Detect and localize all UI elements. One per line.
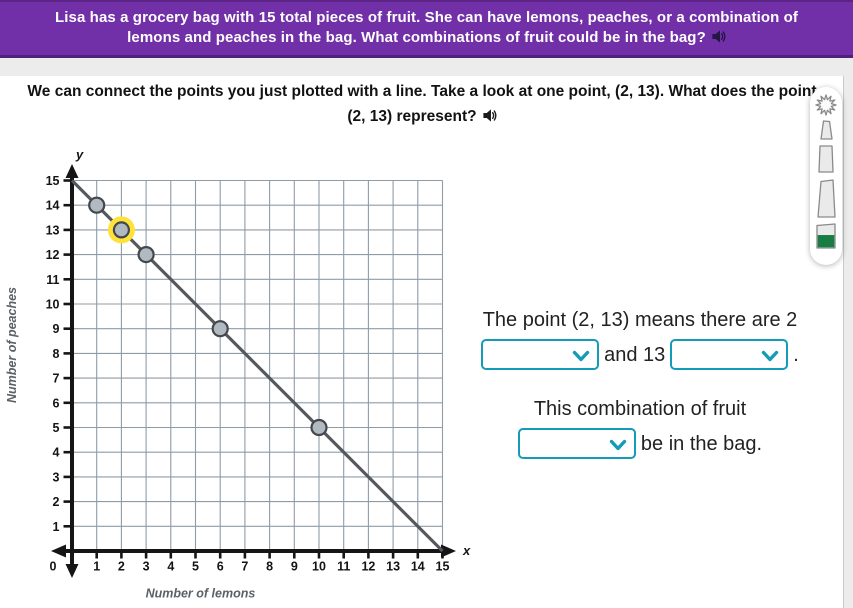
svg-text:10: 10 [312,560,326,574]
svg-text:2: 2 [118,560,125,574]
chevron-down-icon [762,350,779,362]
could-would-dropdown[interactable] [517,428,636,459]
sentence1-row: and 13 . [481,339,799,370]
svg-text:9: 9 [53,322,60,336]
svg-text:15: 15 [436,560,450,574]
question-text-block: We can connect the points you just plott… [22,80,822,132]
sentence1-lead: The point (2, 13) means there are 2 [482,309,798,331]
svg-text:4: 4 [53,446,60,460]
svg-text:15: 15 [46,174,60,188]
svg-text:Number of lemons: Number of lemons [146,587,256,601]
svg-text:5: 5 [53,421,60,435]
svg-text:6: 6 [53,396,60,410]
svg-text:13: 13 [386,560,400,574]
tower-piece-1 [819,120,833,140]
svg-text:8: 8 [266,560,273,574]
svg-text:13: 13 [46,223,60,237]
svg-text:3: 3 [143,560,150,574]
chevron-down-icon [572,350,590,362]
svg-text:14: 14 [411,560,425,574]
svg-text:3: 3 [53,470,60,484]
problem-banner: Lisa has a grocery bag with 15 total pie… [0,0,853,58]
svg-text:6: 6 [217,560,224,574]
chevron-down-icon [609,439,627,451]
sentence2-tail: be in the bag. [640,432,763,455]
sentence1-period: . [793,343,799,366]
fruit-type-dropdown-2[interactable] [670,339,789,370]
svg-text:1: 1 [53,520,60,534]
svg-text:Number of peaches: Number of peaches [5,287,19,403]
svg-text:7: 7 [241,560,248,574]
sun-burst-icon [815,94,837,116]
svg-text:11: 11 [46,273,59,287]
tower-piece-2 [818,145,834,173]
svg-text:14: 14 [46,199,60,213]
problem-text: Lisa has a grocery bag with 15 total pie… [31,8,823,49]
svg-text:10: 10 [46,298,60,312]
svg-text:11: 11 [337,560,350,574]
svg-text:5: 5 [192,560,199,574]
question-text: We can connect the points you just plott… [27,83,817,125]
svg-text:x: x [462,543,471,558]
speaker-icon[interactable] [482,107,497,132]
problem-prompt: Lisa has a grocery bag with 15 total pie… [55,9,798,46]
page-edge-strip [845,58,853,608]
svg-text:7: 7 [53,372,60,386]
tower-piece-3 [816,179,836,218]
svg-text:8: 8 [53,347,60,361]
fruit-type-dropdown-1[interactable] [481,339,600,370]
progress-tower-pill[interactable] [810,87,842,265]
svg-text:y: y [75,147,84,162]
answer-area: The point (2, 13) means there are 2 and … [478,308,802,459]
svg-text:0: 0 [50,560,57,574]
svg-text:4: 4 [167,560,174,574]
svg-text:2: 2 [53,495,60,509]
tower-piece-4 [816,223,836,249]
speaker-icon[interactable] [711,29,726,50]
svg-text:9: 9 [291,560,298,574]
svg-text:12: 12 [361,560,375,574]
sentence2-lead: This combination of fruit [533,398,747,420]
svg-text:12: 12 [46,248,60,262]
svg-text:1: 1 [93,560,100,574]
sentence1-middle: and 13 [604,343,666,366]
sentence2-row: be in the bag. [517,428,763,459]
